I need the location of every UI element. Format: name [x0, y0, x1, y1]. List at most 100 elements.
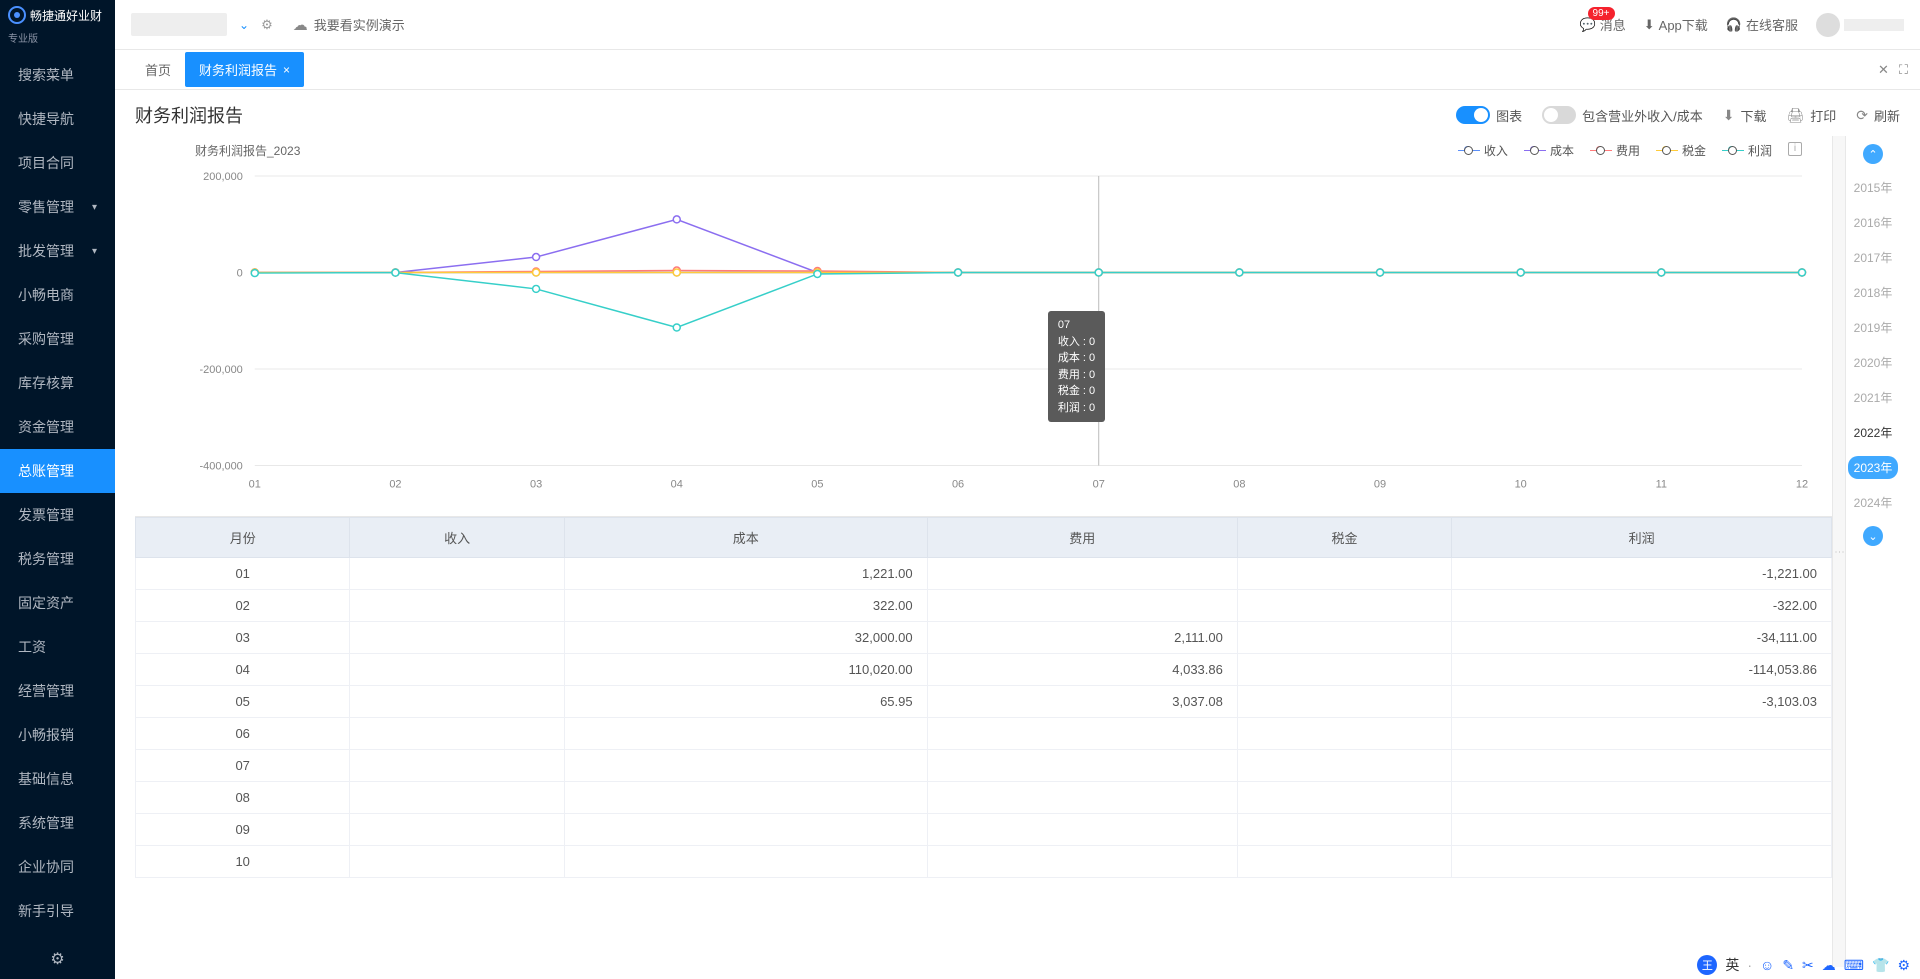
- legend-item[interactable]: 费用: [1590, 142, 1640, 159]
- ime-edit-icon[interactable]: ✎: [1782, 957, 1794, 974]
- message-button[interactable]: 💬 消息 99+: [1580, 15, 1626, 34]
- sidebar-item[interactable]: 经营管理: [0, 669, 115, 713]
- tab-report[interactable]: 财务利润报告 ×: [185, 52, 304, 87]
- ime-lang[interactable]: 英: [1725, 955, 1739, 975]
- table-header: 月份: [136, 518, 350, 558]
- settings-icon[interactable]: ⚙: [0, 939, 115, 979]
- table-row: 09: [136, 814, 1832, 846]
- ime-logo-icon[interactable]: 王: [1697, 955, 1717, 975]
- table-row: 02322.00-322.00: [136, 590, 1832, 622]
- chart-title: 财务利润报告_2023: [195, 142, 300, 159]
- logo-icon: [8, 6, 26, 24]
- ime-cloud-icon[interactable]: ☁: [1822, 957, 1836, 974]
- year-item[interactable]: 2018年: [1848, 281, 1899, 304]
- year-item[interactable]: 2022年: [1848, 421, 1899, 444]
- print-label: 打印: [1810, 106, 1836, 125]
- legend-item[interactable]: 收入: [1458, 142, 1508, 159]
- sidebar-item[interactable]: 系统管理: [0, 801, 115, 845]
- page: 财务利润报告 图表 包含营业外收入/成本 ⬇ 下载 🖨: [115, 90, 1920, 979]
- year-item[interactable]: 2017年: [1848, 246, 1899, 269]
- table-row: 06: [136, 718, 1832, 750]
- refresh-action[interactable]: ⟳ 刷新: [1856, 106, 1900, 125]
- sidebar-item[interactable]: 税务管理: [0, 537, 115, 581]
- sidebar-item[interactable]: 工资: [0, 625, 115, 669]
- chevron-down-icon: ▾: [92, 202, 97, 213]
- chart: 财务利润报告_2023 收入成本费用税金利润i 200,0000-200,000…: [135, 136, 1832, 506]
- sidebar-item[interactable]: 库存核算: [0, 361, 115, 405]
- sidebar: 畅捷通好业财 专业版 搜索菜单快捷导航项目合同零售管理▾批发管理▾小畅电商采购管…: [0, 0, 115, 979]
- company-selector[interactable]: [131, 13, 227, 36]
- year-item[interactable]: 2015年: [1848, 176, 1899, 199]
- toggle-on-icon: [1456, 106, 1490, 124]
- sidebar-item[interactable]: 小畅报销: [0, 713, 115, 757]
- gear-icon[interactable]: ⚙: [261, 17, 273, 33]
- close-icon[interactable]: ×: [283, 63, 290, 77]
- service-button[interactable]: 🎧 在线客服: [1726, 15, 1798, 34]
- table-row: 08: [136, 782, 1832, 814]
- tab-home[interactable]: 首页: [131, 52, 185, 87]
- cloud-icon: ☁: [293, 16, 308, 34]
- demo-link[interactable]: ☁ 我要看实例演示: [293, 15, 405, 34]
- extra-toggle-label: 包含营业外收入/成本: [1582, 106, 1703, 125]
- chart-toggle[interactable]: 图表: [1456, 106, 1522, 125]
- download-button[interactable]: ⬇ App下载: [1644, 15, 1708, 34]
- download-label: App下载: [1659, 15, 1708, 34]
- year-item[interactable]: 2019年: [1848, 316, 1899, 339]
- sidebar-item[interactable]: 采购管理: [0, 317, 115, 361]
- sidebar-item[interactable]: 搜索菜单: [0, 53, 115, 97]
- download-label: 下载: [1740, 106, 1766, 125]
- user-menu[interactable]: [1816, 13, 1904, 37]
- ime-smile-icon[interactable]: ☺: [1760, 957, 1774, 973]
- username: [1844, 19, 1904, 31]
- topbar: ⌄ ⚙ ☁ 我要看实例演示 💬 消息 99+ ⬇ App下载 🎧 在线客服: [115, 0, 1920, 50]
- refresh-icon: ⟳: [1856, 107, 1868, 124]
- sidebar-item[interactable]: 项目合同: [0, 141, 115, 185]
- sidebar-item[interactable]: 小畅电商: [0, 273, 115, 317]
- ime-settings-icon[interactable]: ⚙: [1897, 957, 1910, 974]
- download-action[interactable]: ⬇ 下载: [1723, 106, 1767, 125]
- print-icon: 🖨: [1786, 107, 1804, 124]
- extra-toggle[interactable]: 包含营业外收入/成本: [1542, 106, 1703, 125]
- year-item[interactable]: 2024年: [1848, 491, 1899, 514]
- table-header: 收入: [350, 518, 564, 558]
- ime-keyboard-icon[interactable]: ⌨: [1844, 957, 1864, 974]
- svg-text:11: 11: [1656, 478, 1667, 490]
- tab-close-all-icon[interactable]: ✕: [1878, 62, 1889, 78]
- table-header: 成本: [564, 518, 927, 558]
- toggle-off-icon: [1542, 106, 1576, 124]
- ime-scissors-icon[interactable]: ✂: [1802, 957, 1814, 974]
- print-action[interactable]: 🖨 打印: [1786, 106, 1836, 125]
- chevron-down-icon: ▾: [92, 246, 97, 257]
- sidebar-item[interactable]: 企业协同: [0, 845, 115, 889]
- year-item[interactable]: 2021年: [1848, 386, 1899, 409]
- app-logo: 畅捷通好业财: [0, 0, 115, 30]
- sidebar-item[interactable]: 资金管理: [0, 405, 115, 449]
- sidebar-item[interactable]: 基础信息: [0, 757, 115, 801]
- fullscreen-icon[interactable]: ⛶: [1899, 62, 1908, 78]
- legend-item[interactable]: 利润: [1722, 142, 1772, 159]
- sidebar-item[interactable]: 批发管理▾: [0, 229, 115, 273]
- year-item[interactable]: 2020年: [1848, 351, 1899, 374]
- year-item[interactable]: 2023年: [1848, 456, 1899, 479]
- year-item[interactable]: 2016年: [1848, 211, 1899, 234]
- sidebar-item[interactable]: 新手引导: [0, 889, 115, 933]
- resize-handle[interactable]: ⋮: [1832, 136, 1846, 967]
- svg-text:03: 03: [530, 478, 542, 490]
- sidebar-item[interactable]: 总账管理: [0, 449, 115, 493]
- ime-shirt-icon[interactable]: 👕: [1872, 957, 1889, 974]
- sidebar-item[interactable]: 零售管理▾: [0, 185, 115, 229]
- headset-icon: 🎧: [1726, 17, 1742, 33]
- sidebar-item[interactable]: 发票管理: [0, 493, 115, 537]
- drag-dots-icon: ⋮: [1834, 547, 1845, 557]
- year-up-button[interactable]: ⌃: [1863, 144, 1883, 164]
- info-icon[interactable]: i: [1788, 142, 1802, 156]
- legend-item[interactable]: 税金: [1656, 142, 1706, 159]
- year-down-button[interactable]: ⌄: [1863, 526, 1883, 546]
- sidebar-item[interactable]: 快捷导航: [0, 97, 115, 141]
- svg-text:02: 02: [389, 478, 401, 490]
- sidebar-item[interactable]: 固定资产: [0, 581, 115, 625]
- legend-item[interactable]: 成本: [1524, 142, 1574, 159]
- chevron-down-icon[interactable]: ⌄: [239, 18, 249, 32]
- svg-text:09: 09: [1374, 478, 1386, 490]
- table-row: 0565.953,037.08-3,103.03: [136, 686, 1832, 718]
